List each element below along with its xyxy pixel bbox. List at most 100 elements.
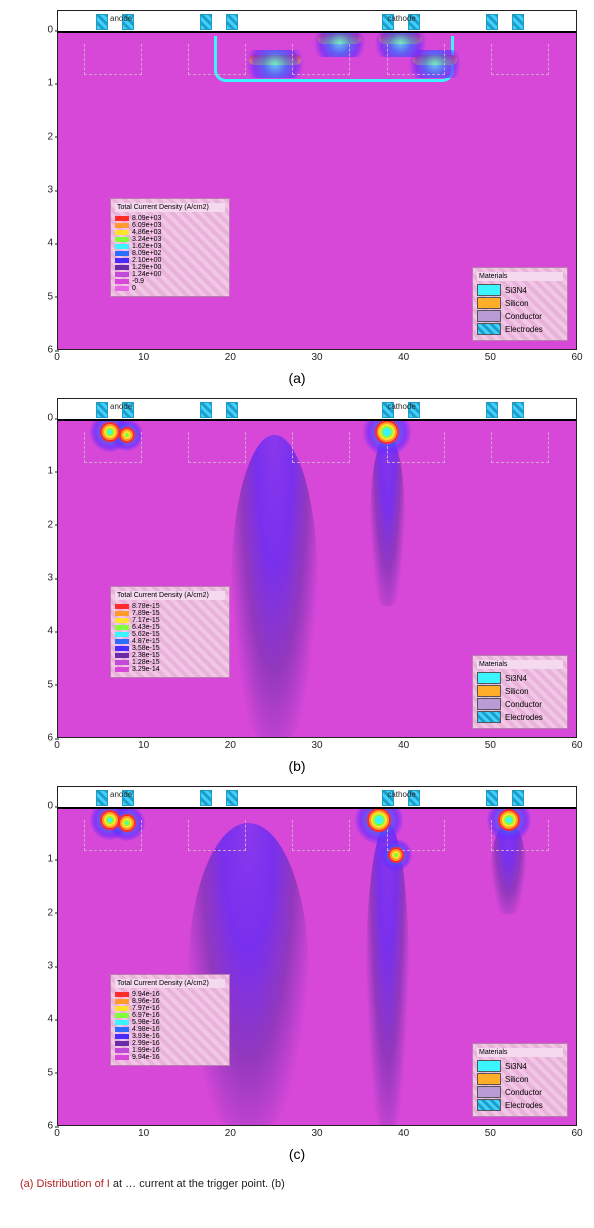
x-tick: 50 [485,352,496,363]
anode-label: anode [110,14,132,23]
legend-swatch [115,1020,129,1025]
well-outline [491,44,549,74]
legend-swatch [115,618,129,623]
electrode-icon [226,14,238,30]
materials-legend-row: Silicon [477,1073,563,1085]
legend-swatch [115,1006,129,1011]
y-axis-b: 0123456 [17,398,57,774]
legend-label: 5.62e-15 [132,631,160,638]
x-tick: 10 [138,352,149,363]
materials-legend-row: Conductor [477,698,563,710]
panel-b: 0123456 anodecathodeMaterialsSi3N4Silico… [17,398,577,774]
legend-swatch [115,258,129,263]
legend-swatch [115,632,129,637]
y-axis-a: 0123456 [17,10,57,386]
legend-swatch [115,611,129,616]
colorbar-row: 6.09e+03 [115,222,225,229]
well-outline [491,432,549,462]
y-tick: 5 [47,1067,53,1078]
legend-label: 1.28e-15 [132,659,160,666]
colorbar-row: 8.96e-16 [115,998,225,1005]
colorbar-row: 1.62e+03 [115,243,225,250]
colorbar-row: 8.78e-15 [115,603,225,610]
electrode-icon [512,14,524,30]
y-tick: 0 [47,25,53,36]
legend-label: -0.9 [132,278,144,285]
materials-legend-row: Electrodes [477,323,563,335]
legend-label: 8.09e+03 [132,215,161,222]
colorbar-row: 9.94e-16 [115,1054,225,1061]
cathode-label: cathode [387,402,415,411]
hotspot [367,808,391,832]
legend-label: Conductor [505,312,542,321]
legend-label: Silicon [505,687,529,696]
colorbar-row: 1.99e-16 [115,1047,225,1054]
legend-label: Si3N4 [505,286,527,295]
legend-swatch [115,653,129,658]
legend-label: 3.24e+03 [132,236,161,243]
colorbar-row: -0.9 [115,278,225,285]
y-tick: 5 [47,679,53,690]
materials-legend-title: Materials [477,1048,563,1057]
legend-swatch [115,230,129,235]
well-outline [292,432,350,462]
legend-label: 6.09e+03 [132,222,161,229]
x-tick: 30 [311,1128,322,1139]
x-tick: 40 [398,1128,409,1139]
legend-label: 6.97e-16 [132,1012,160,1019]
colorbar-row: 6.97e-16 [115,1012,225,1019]
y-tick: 1 [47,78,53,89]
colorbar-legend: Total Current Density (A/cm2)9.94e-168.9… [110,974,230,1066]
colorbar-row: 3.24e+03 [115,236,225,243]
legend-swatch [115,604,129,609]
legend-swatch [115,1048,129,1053]
x-tick: 40 [398,740,409,751]
legend-label: 3.58e-15 [132,645,160,652]
legend-label: 3.29e-14 [132,666,160,673]
y-tick: 2 [47,519,53,530]
electrode-icon [96,402,108,418]
electrode-icon [226,790,238,806]
colorbar-legend: Total Current Density (A/cm2)8.78e-157.8… [110,586,230,678]
legend-label: 4.87e-15 [132,638,160,645]
well-outline [188,820,246,850]
electrode-icon [486,14,498,30]
legend-swatch [477,297,501,309]
y-tick: 6 [47,733,53,744]
x-tick: 10 [138,1128,149,1139]
legend-swatch [115,999,129,1004]
materials-legend: MaterialsSi3N4SiliconConductorElectrodes [472,1043,568,1117]
anode-label: anode [110,790,132,799]
y-tick: 3 [47,573,53,584]
x-tick: 20 [225,740,236,751]
legend-swatch [115,625,129,630]
colorbar-row: 3.29e-14 [115,666,225,673]
y-tick: 3 [47,961,53,972]
colorbar-row: 4.87e-15 [115,638,225,645]
materials-legend-row: Silicon [477,685,563,697]
legend-label: 2.10e+00 [132,257,161,264]
legend-swatch [115,265,129,270]
legend-label: Electrodes [505,1101,543,1110]
well-outline [188,432,246,462]
legend-swatch [115,1041,129,1046]
colorbar-row: 7.97e-16 [115,1005,225,1012]
x-tick: 60 [571,740,582,751]
legend-swatch [115,251,129,256]
materials-legend-row: Silicon [477,297,563,309]
colorbar-row: 0 [115,285,225,292]
legend-label: 7.17e-15 [132,617,160,624]
materials-legend: MaterialsSi3N4SiliconConductorElectrodes [472,267,568,341]
legend-swatch [115,1027,129,1032]
electrode-icon [226,402,238,418]
colorbar-row: 2.99e-16 [115,1040,225,1047]
legend-swatch [477,1060,501,1072]
legend-label: Electrodes [505,713,543,722]
electrode-icon [200,14,212,30]
legend-swatch [477,284,501,296]
colorbar-row: 6.43e-15 [115,624,225,631]
plot-area-c: anodecathodeMaterialsSi3N4SiliconConduct… [57,786,577,1126]
legend-label: Si3N4 [505,1062,527,1071]
colorbar-row: 8.09e+03 [115,215,225,222]
legend-swatch [115,667,129,672]
